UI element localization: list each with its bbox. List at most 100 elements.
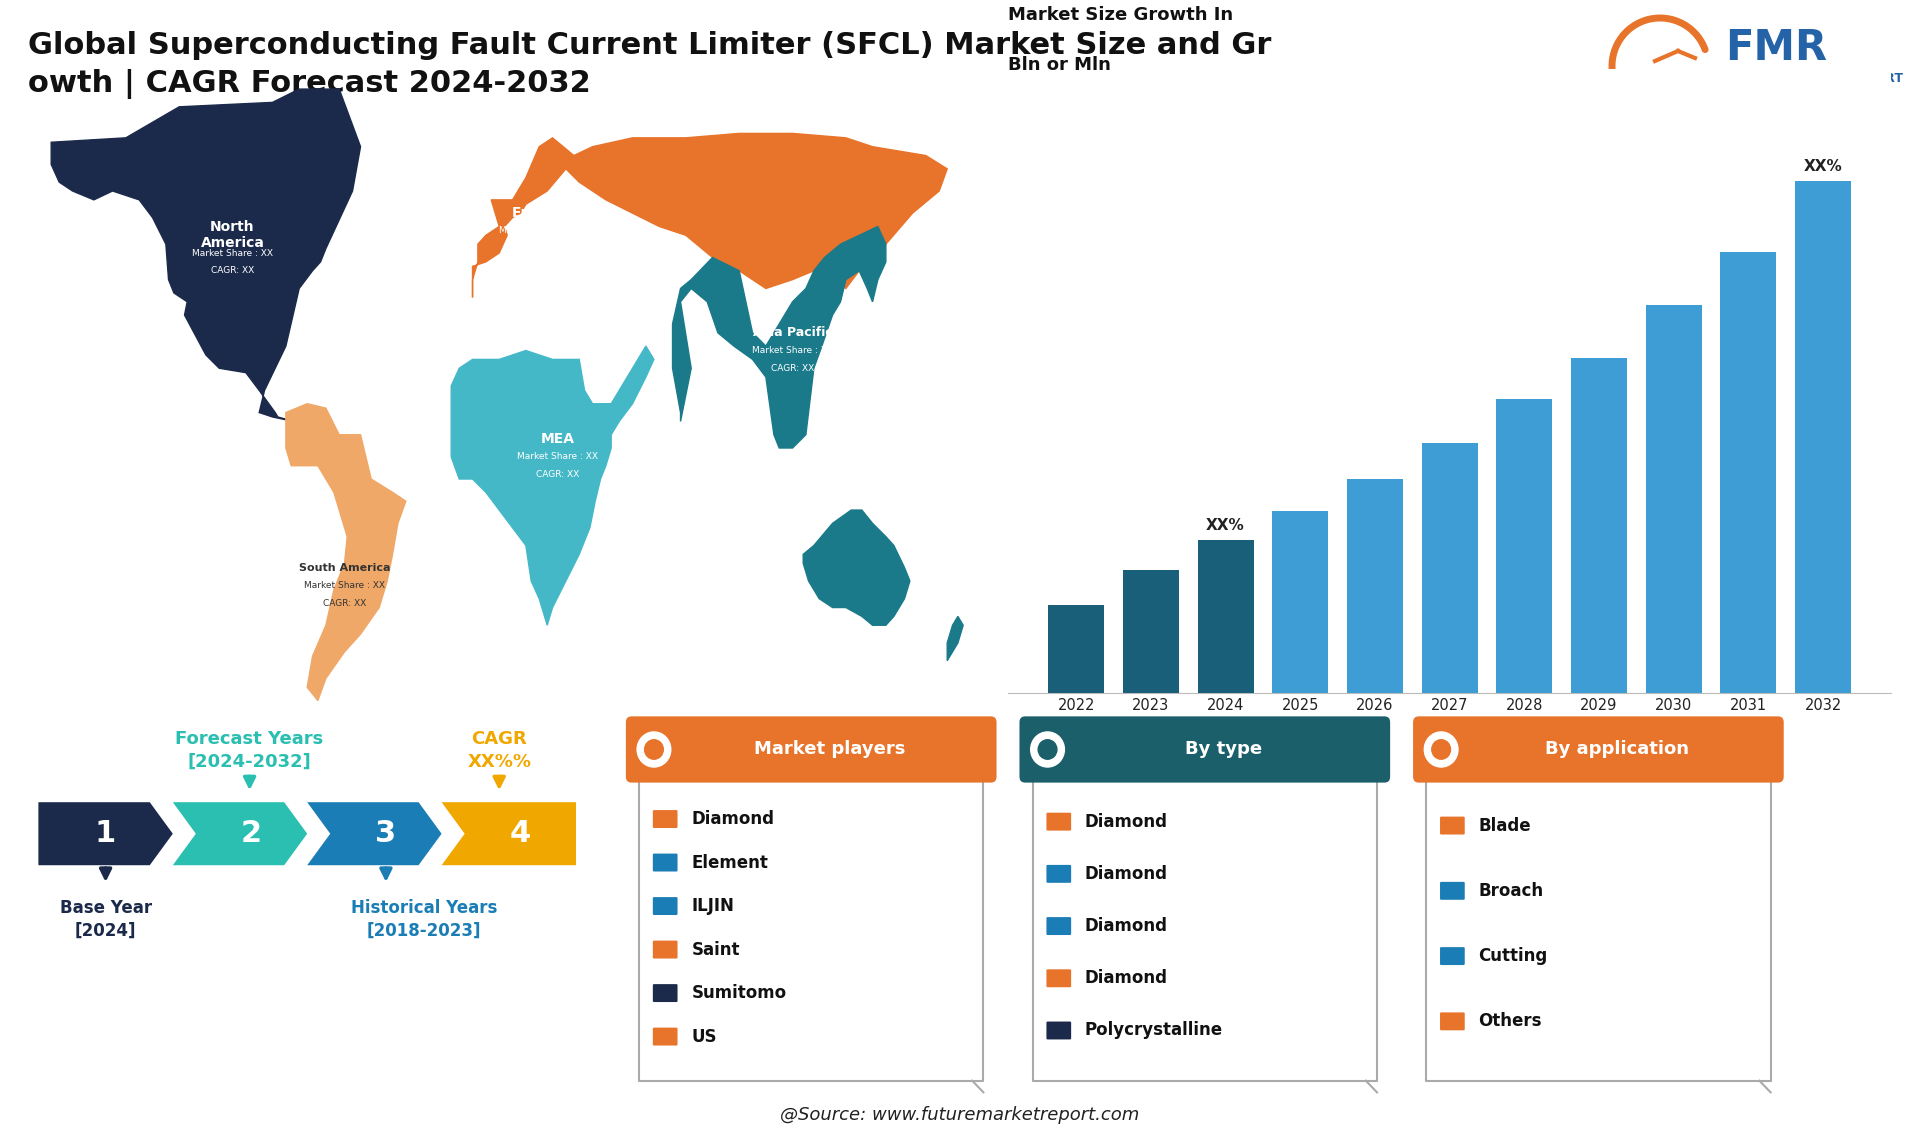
Text: Historical Years: Historical Years [351, 898, 497, 917]
Circle shape [1031, 732, 1064, 767]
Bar [1048, 605, 1104, 693]
Text: Market Share : XX: Market Share : XX [303, 581, 386, 590]
Text: XX%%: XX%% [467, 753, 532, 771]
Text: Sumitomo: Sumitomo [691, 984, 787, 1002]
Text: 3: 3 [374, 819, 397, 848]
FancyBboxPatch shape [1046, 1021, 1071, 1039]
Text: Forecast Years: Forecast Years [175, 730, 324, 748]
Polygon shape [947, 617, 964, 661]
Text: FMR: FMR [1724, 28, 1828, 69]
Polygon shape [173, 802, 307, 865]
Text: [2024-2032]: [2024-2032] [188, 753, 311, 771]
FancyBboxPatch shape [653, 897, 678, 915]
FancyBboxPatch shape [1413, 716, 1784, 783]
Text: Market Share : XX: Market Share : XX [499, 227, 580, 235]
Circle shape [1432, 740, 1450, 760]
FancyBboxPatch shape [653, 941, 678, 958]
FancyBboxPatch shape [1046, 970, 1071, 987]
Bar [1198, 540, 1254, 693]
Text: Market players: Market players [755, 740, 906, 759]
FancyBboxPatch shape [1046, 865, 1071, 882]
Text: CAGR: XX: CAGR: XX [323, 598, 367, 607]
Polygon shape [52, 89, 361, 422]
FancyBboxPatch shape [1020, 716, 1390, 783]
Text: Global Superconducting Fault Current Limiter (SFCL) Market Size and Gr
owth | CA: Global Superconducting Fault Current Lim… [29, 31, 1271, 100]
FancyBboxPatch shape [653, 1028, 678, 1045]
Bar [1496, 399, 1551, 693]
FancyBboxPatch shape [1440, 817, 1465, 834]
Text: 1: 1 [94, 819, 117, 848]
Text: Diamond: Diamond [691, 810, 774, 829]
Text: By type: By type [1185, 740, 1261, 759]
Text: South America: South America [300, 563, 390, 573]
FancyBboxPatch shape [653, 810, 678, 829]
Text: North
America: North America [200, 220, 265, 251]
Text: Polycrystalline: Polycrystalline [1085, 1021, 1223, 1039]
Text: Cutting: Cutting [1478, 947, 1548, 965]
Text: CAGR: CAGR [470, 730, 528, 748]
Circle shape [1039, 740, 1056, 760]
Text: CAGR: XX: CAGR: XX [536, 470, 580, 479]
Text: Diamond: Diamond [1085, 970, 1167, 988]
Text: XX%: XX% [1206, 518, 1244, 533]
Bar [1123, 570, 1179, 693]
Text: FUTURE MARKET REPORT: FUTURE MARKET REPORT [1724, 71, 1903, 85]
Text: CAGR: XX: CAGR: XX [211, 266, 253, 275]
Text: Base Year: Base Year [60, 898, 152, 917]
Text: CAGR: XX: CAGR: XX [772, 363, 814, 372]
Polygon shape [472, 138, 574, 297]
Text: Europe: Europe [511, 206, 566, 220]
FancyBboxPatch shape [1440, 947, 1465, 965]
Circle shape [645, 740, 662, 760]
Text: Blade: Blade [1478, 817, 1532, 834]
Text: Others: Others [1478, 1012, 1542, 1030]
FancyBboxPatch shape [653, 984, 678, 1002]
Text: Diamond: Diamond [1085, 813, 1167, 831]
Text: ILJIN: ILJIN [691, 897, 733, 915]
Text: Bln or Mln: Bln or Mln [1008, 56, 1112, 74]
FancyBboxPatch shape [1440, 882, 1465, 900]
Bar [1273, 511, 1329, 693]
Polygon shape [307, 802, 442, 865]
Text: Saint: Saint [691, 941, 739, 958]
Text: Diamond: Diamond [1085, 917, 1167, 935]
Circle shape [637, 732, 670, 767]
Text: By application: By application [1546, 740, 1690, 759]
Text: Asia Pacific: Asia Pacific [753, 327, 833, 339]
FancyBboxPatch shape [626, 716, 996, 783]
Text: [2018-2023]: [2018-2023] [367, 921, 482, 940]
Polygon shape [442, 802, 576, 865]
FancyBboxPatch shape [1046, 813, 1071, 831]
Circle shape [1425, 732, 1457, 767]
Polygon shape [286, 403, 405, 700]
Text: 4: 4 [509, 819, 532, 848]
Text: CAGR: XX: CAGR: XX [518, 244, 561, 253]
Text: @Source: www.futuremarketreport.com: @Source: www.futuremarketreport.com [780, 1106, 1140, 1124]
Text: Element: Element [691, 854, 768, 872]
Text: [2024]: [2024] [75, 921, 136, 940]
FancyBboxPatch shape [1440, 1012, 1465, 1030]
Text: Market Share : XX: Market Share : XX [516, 453, 599, 462]
FancyBboxPatch shape [1046, 917, 1071, 935]
Text: 2: 2 [240, 819, 263, 848]
Text: US: US [691, 1028, 716, 1045]
Polygon shape [803, 510, 910, 626]
Text: Market Share : XX: Market Share : XX [753, 346, 833, 355]
Bar [1421, 444, 1478, 693]
Text: Broach: Broach [1478, 881, 1544, 900]
Polygon shape [672, 227, 885, 448]
Bar [1795, 181, 1851, 693]
Bar [1720, 252, 1776, 693]
Polygon shape [451, 346, 655, 626]
Bar [1571, 358, 1626, 693]
Text: Diamond: Diamond [1085, 865, 1167, 882]
Polygon shape [38, 802, 173, 865]
Bar [1645, 305, 1701, 693]
Text: XX%: XX% [1803, 159, 1843, 174]
Bar [1348, 479, 1404, 693]
Text: Market Share : XX: Market Share : XX [192, 249, 273, 258]
Text: Market Size Growth In: Market Size Growth In [1008, 7, 1233, 24]
Polygon shape [566, 133, 947, 289]
FancyBboxPatch shape [653, 854, 678, 871]
Text: MEA: MEA [541, 432, 574, 446]
